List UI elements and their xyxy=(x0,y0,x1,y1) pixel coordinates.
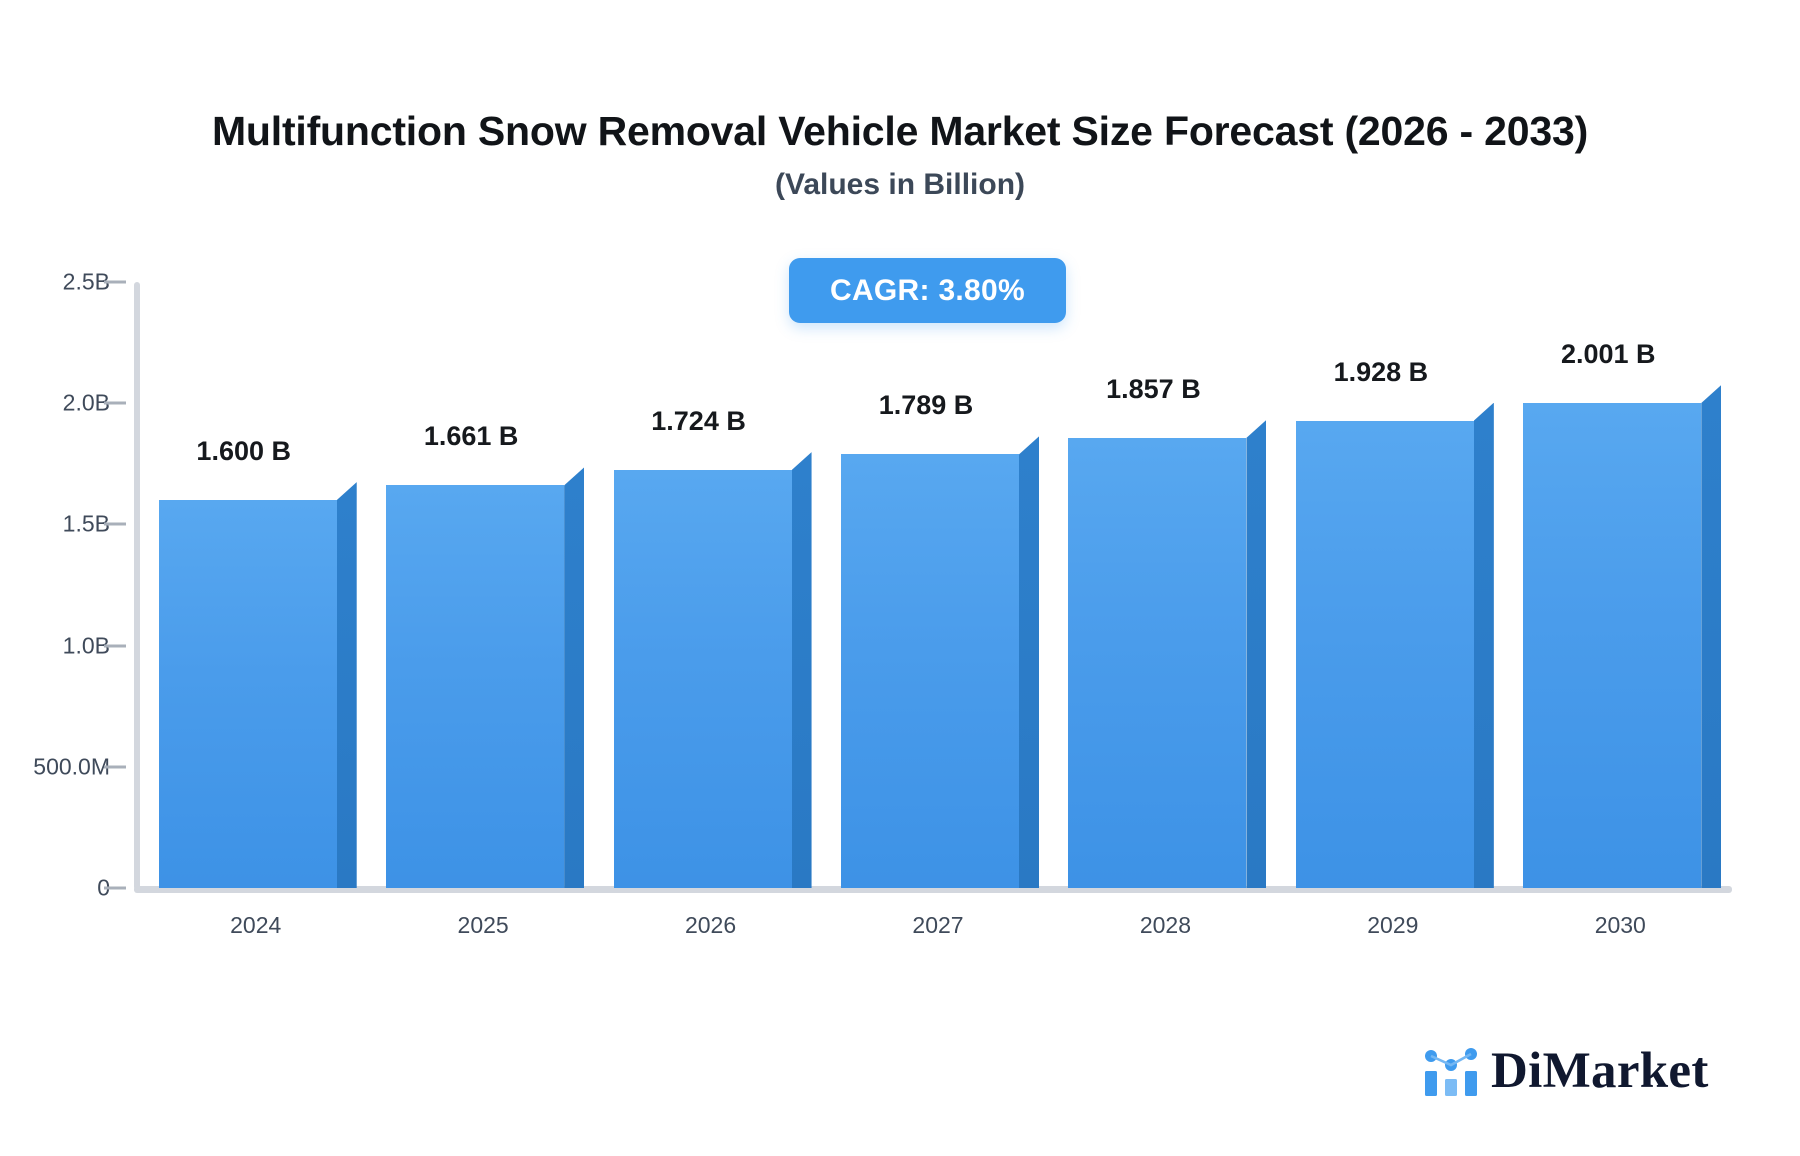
bar[interactable] xyxy=(386,467,585,888)
bar-side-face xyxy=(1701,384,1722,888)
y-axis-tick-label: 2.5B xyxy=(62,268,110,295)
bar-value-label: 1.600 B xyxy=(196,436,291,467)
bar-front-face xyxy=(613,470,792,888)
bar[interactable] xyxy=(1295,402,1494,888)
bar-value-label: 1.661 B xyxy=(423,421,519,452)
cagr-badge-label: CAGR: 3.80% xyxy=(829,273,1026,307)
x-axis-label: 2024 xyxy=(230,912,282,938)
bar-front-face xyxy=(386,485,565,888)
chart-title: Multifunction Snow Removal Vehicle Marke… xyxy=(211,108,1589,154)
bar-side-face xyxy=(1246,419,1267,888)
bar-side-face xyxy=(791,452,812,888)
x-axis-label: 2025 xyxy=(457,912,509,938)
y-axis-tick-label: 500.0M xyxy=(33,753,110,780)
y-axis-tick-label: 1.0B xyxy=(62,632,110,659)
x-axis-label: 2030 xyxy=(1594,912,1646,938)
bar-chart-logo-icon xyxy=(1425,1047,1477,1096)
bar[interactable] xyxy=(841,436,1039,888)
bar-side-face xyxy=(1019,436,1039,888)
bar-side-face xyxy=(1473,402,1494,888)
bar-front-face xyxy=(1068,437,1247,888)
bar-front-face xyxy=(1295,420,1474,888)
bar-front-face xyxy=(1523,402,1702,888)
y-axis-tick-mark xyxy=(104,886,126,890)
y-axis-tick-mark xyxy=(104,401,126,405)
bar[interactable] xyxy=(158,482,357,888)
bar-value-label: 1.724 B xyxy=(651,406,746,437)
y-axis-tick-mark xyxy=(104,280,126,284)
logo-wordmark: DiMarket xyxy=(1491,1043,1709,1099)
x-axis-label: 2026 xyxy=(684,912,737,938)
y-axis-line xyxy=(134,282,140,890)
bar-value-label: 1.789 B xyxy=(878,390,974,421)
cagr-badge: CAGR: 3.80% xyxy=(789,258,1066,323)
y-axis-tick-mark xyxy=(104,644,126,648)
chart-subtitle: (Values in Billion) xyxy=(774,168,1026,201)
bar-value-label: 2.001 B xyxy=(1560,338,1656,369)
bar-value-label: 1.928 B xyxy=(1333,356,1429,387)
bar-front-face xyxy=(158,500,337,888)
x-axis-line xyxy=(134,886,1732,893)
x-axis-label: 2028 xyxy=(1139,912,1191,938)
bar-value-label: 1.857 B xyxy=(1106,373,1201,404)
bar[interactable] xyxy=(1523,384,1722,888)
dimarket-logo: DiMarket xyxy=(1424,1046,1709,1097)
y-axis-tick-label: 0 xyxy=(0,875,110,902)
y-axis-tick-mark xyxy=(104,765,126,769)
y-axis-tick-mark xyxy=(104,522,126,526)
x-axis-label: 2027 xyxy=(912,912,964,938)
bar[interactable] xyxy=(1068,419,1267,888)
y-axis-tick-label: 2.0B xyxy=(62,389,110,416)
bar[interactable] xyxy=(613,452,812,888)
y-axis-tick-label: 1.5B xyxy=(62,510,110,537)
bar-side-face xyxy=(564,467,585,888)
bar-side-face xyxy=(336,482,357,888)
x-axis-label: 2029 xyxy=(1367,912,1419,938)
bar-front-face xyxy=(841,454,1019,888)
